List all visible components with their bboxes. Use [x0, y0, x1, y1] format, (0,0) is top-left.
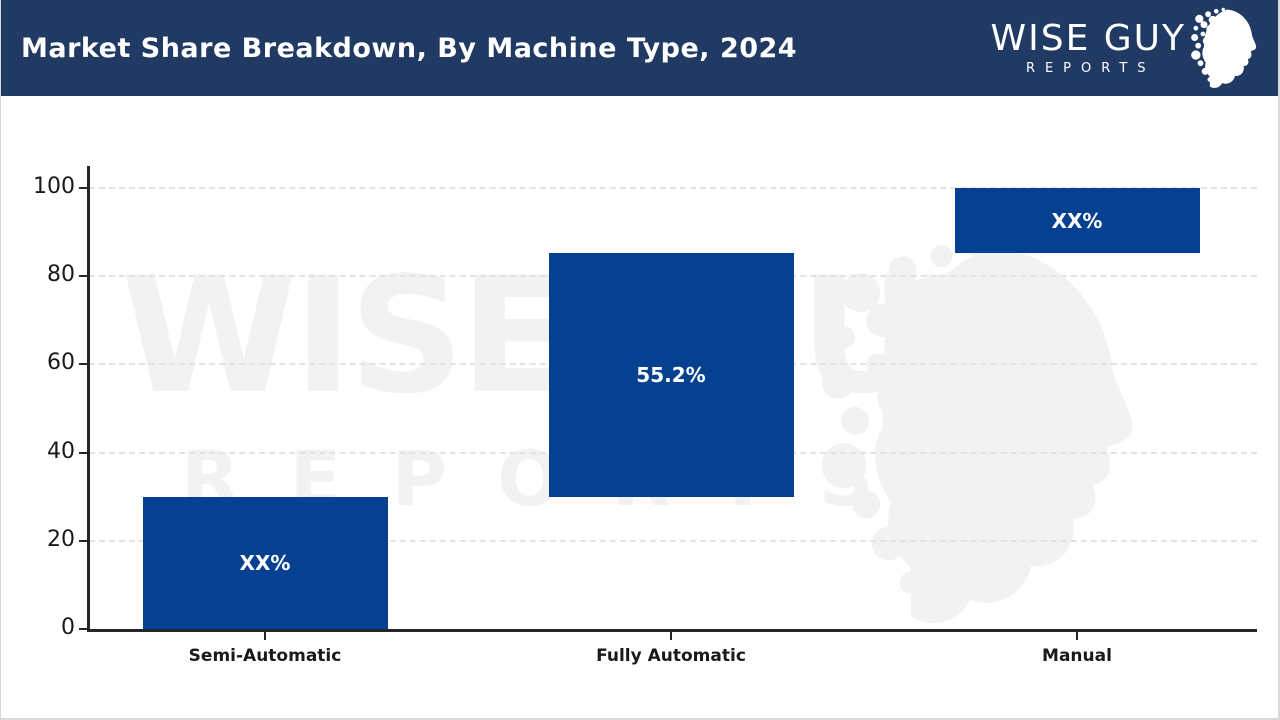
x-tick-label: Manual: [1042, 646, 1112, 666]
wise-guy-logo: WISE GUY REPORTS: [991, 7, 1261, 89]
logo-wordmark: WISE GUY: [990, 18, 1186, 59]
y-axis-tick: [79, 628, 89, 630]
bar: XX%: [954, 188, 1200, 254]
x-axis-line: [87, 629, 1257, 632]
bar-value-label: XX%: [239, 550, 291, 575]
grid-line: [89, 187, 1257, 189]
plot: 0 20 40 60 80 100 XX% Semi-Automatic 55.2% Fully …: [1, 96, 1278, 718]
x-tick-label: Semi-Automatic: [188, 646, 342, 666]
y-tick-label: 20: [47, 526, 75, 552]
logo-head-icon: [1190, 7, 1260, 89]
chart-area: WISE GUY REPORTS 020406080100XX%Semi-Aut…: [1, 96, 1278, 718]
bar-value-label: XX%: [1051, 208, 1103, 233]
x-tick-label: Fully Automatic: [596, 646, 746, 666]
logo-text: WISE GUY REPORTS: [990, 18, 1187, 76]
y-tick-label: 60: [47, 350, 75, 376]
y-tick-label: 0: [61, 615, 75, 640]
bar-value-label: 55.2%: [636, 362, 706, 387]
y-axis-tick: [79, 187, 89, 189]
y-tick-label: 40: [47, 438, 75, 464]
bar: 55.2%: [548, 253, 794, 497]
grid-line: [89, 539, 1257, 542]
logo-subtext: REPORTS: [1025, 61, 1156, 76]
y-tick-label: 80: [47, 262, 75, 288]
y-axis-tick: [79, 451, 89, 454]
y-tick-label: 100: [33, 174, 75, 199]
page-title: Market Share Breakdown, By Machine Type,…: [21, 32, 798, 64]
bar: XX%: [142, 496, 388, 629]
x-axis-tick: [670, 632, 672, 640]
y-axis-tick: [79, 539, 89, 542]
y-axis-tick: [79, 275, 89, 278]
y-axis-line: [87, 166, 90, 629]
x-axis-tick: [264, 632, 266, 640]
x-axis-tick: [1076, 632, 1078, 640]
header: Market Share Breakdown, By Machine Type,…: [1, 0, 1278, 96]
y-axis-tick: [79, 363, 89, 366]
